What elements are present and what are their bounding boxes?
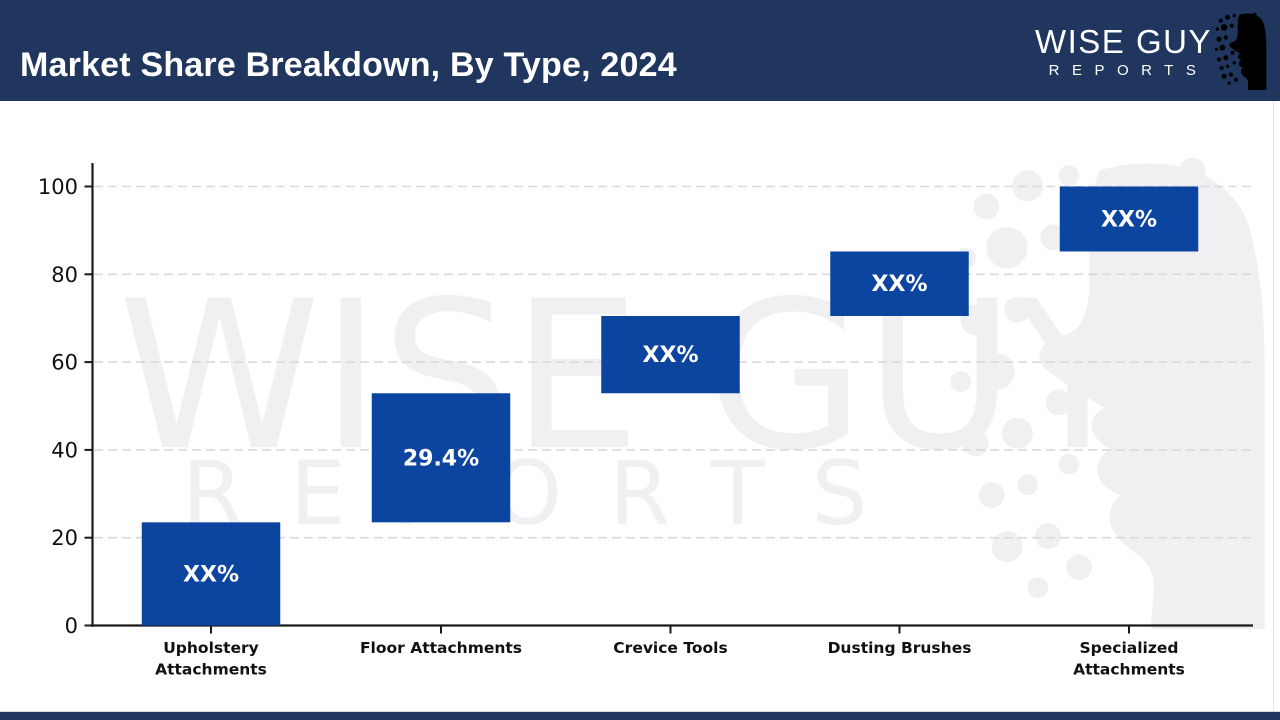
- logo-face-icon: [1214, 12, 1267, 90]
- footer-divider: [0, 711, 1280, 712]
- x-category-label-floor-attachments: Floor Attachments: [360, 639, 522, 657]
- y-tick-label-60: 60: [51, 351, 78, 375]
- y-tick-label-40: 40: [51, 438, 78, 462]
- bar-dusting-brushes: [830, 251, 969, 317]
- bar-floor-attachments: [371, 393, 511, 523]
- header-bar: Market Share Breakdown, By Type, 2024 WI…: [0, 0, 1280, 101]
- logo-wordmark: WISE GUY: [1034, 22, 1212, 60]
- logo-subtext: REPORTS: [1048, 61, 1209, 79]
- y-tick-label-80: 80: [51, 263, 78, 287]
- bar-upholstery-attachments: [141, 522, 281, 626]
- bar-value-label-specialized-attachments: XX%: [1101, 207, 1157, 232]
- bar-value-label-floor-attachments: 29.4%: [403, 446, 479, 471]
- footer-bar: [0, 712, 1280, 720]
- bar-crevice-tools: [601, 316, 740, 394]
- y-tick-label-0: 0: [65, 614, 78, 638]
- x-category-label-crevice-tools: Crevice Tools: [613, 639, 727, 657]
- right-edge-divider: [1273, 101, 1274, 711]
- x-category-label-dusting-brushes: Dusting Brushes: [828, 639, 972, 657]
- x-category-label-upholstery-attachments: Upholstery Attachments: [155, 639, 267, 679]
- logo-text: WISE GUY REPORTS: [1035, 25, 1212, 78]
- page-title: Market Share Breakdown, By Type, 2024: [20, 46, 677, 84]
- bar-value-label-dusting-brushes: XX%: [872, 272, 928, 297]
- x-category-label-specialized-attachments: Specialized Attachments: [1073, 639, 1185, 679]
- y-tick-label-100: 100: [38, 175, 78, 199]
- y-tick-label-20: 20: [51, 526, 78, 550]
- wise-guy-logo: WISE GUY REPORTS: [1035, 8, 1268, 94]
- bar-value-label-crevice-tools: XX%: [643, 343, 699, 368]
- bar-value-label-upholstery-attachments: XX%: [183, 562, 239, 587]
